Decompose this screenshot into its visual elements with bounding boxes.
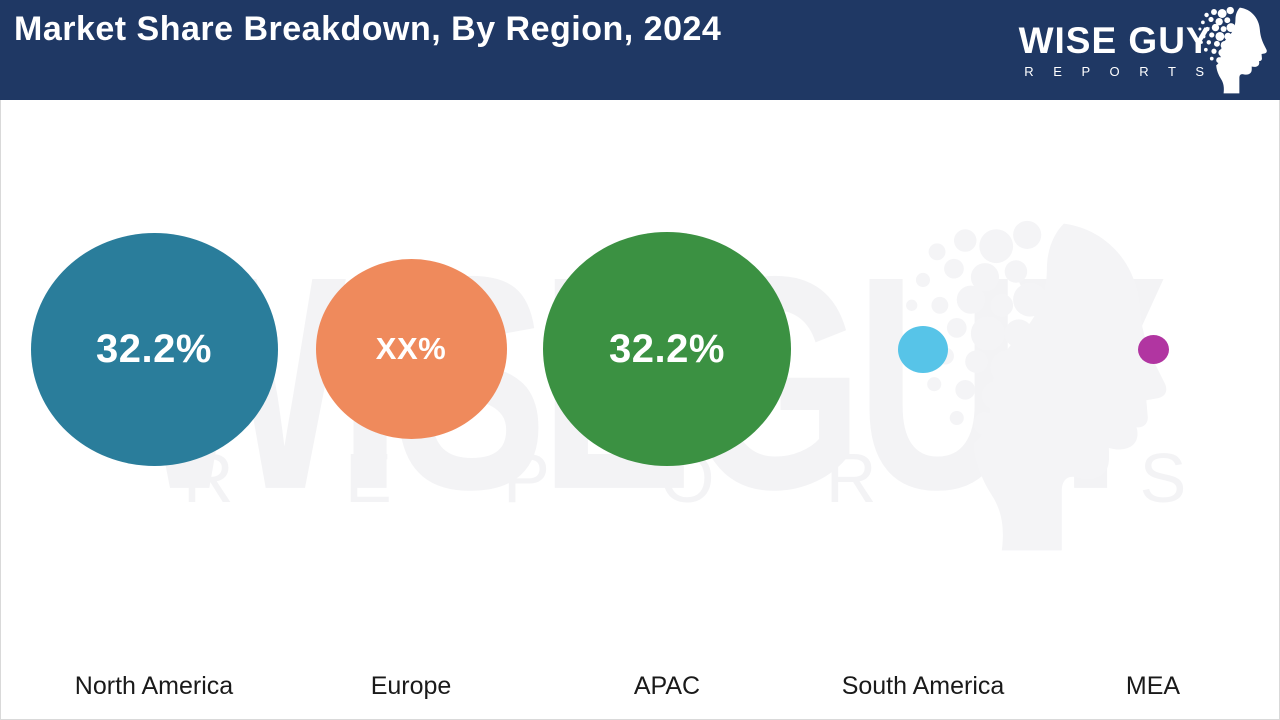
region-label-europe: Europe: [370, 672, 452, 700]
region-label-mea: MEA: [1125, 672, 1181, 700]
region-label-apac: APAC: [633, 672, 701, 700]
bubble-value-label: 32.2%: [96, 326, 212, 371]
bubble-value-label: XX%: [375, 331, 447, 366]
brand-subtitle: R E P O R T S: [1024, 63, 1212, 79]
brand-wordmark: WISE GUY R E P O R T S: [1018, 22, 1212, 79]
brand-name: WISE GUY: [1018, 19, 1212, 61]
watermark-head-icon: [889, 218, 1171, 556]
bubble-north-america[interactable]: 32.2%: [30, 232, 278, 466]
bubble-mea[interactable]: [1137, 334, 1169, 364]
header-bar: Market Share Breakdown, By Region, 2024 …: [0, 0, 1280, 100]
bubble-south-america[interactable]: [898, 325, 948, 373]
bubble-value-label: 32.2%: [609, 326, 725, 371]
region-label-north-america: North America: [74, 672, 234, 700]
page-title: Market Share Breakdown, By Region, 2024: [14, 10, 722, 48]
bubble-apac[interactable]: 32.2%: [543, 232, 791, 466]
brand-logo: WISE GUY R E P O R T S: [1018, 4, 1268, 96]
region-label-south-america: South America: [841, 672, 1005, 700]
bubble-europe[interactable]: XX%: [315, 259, 507, 439]
